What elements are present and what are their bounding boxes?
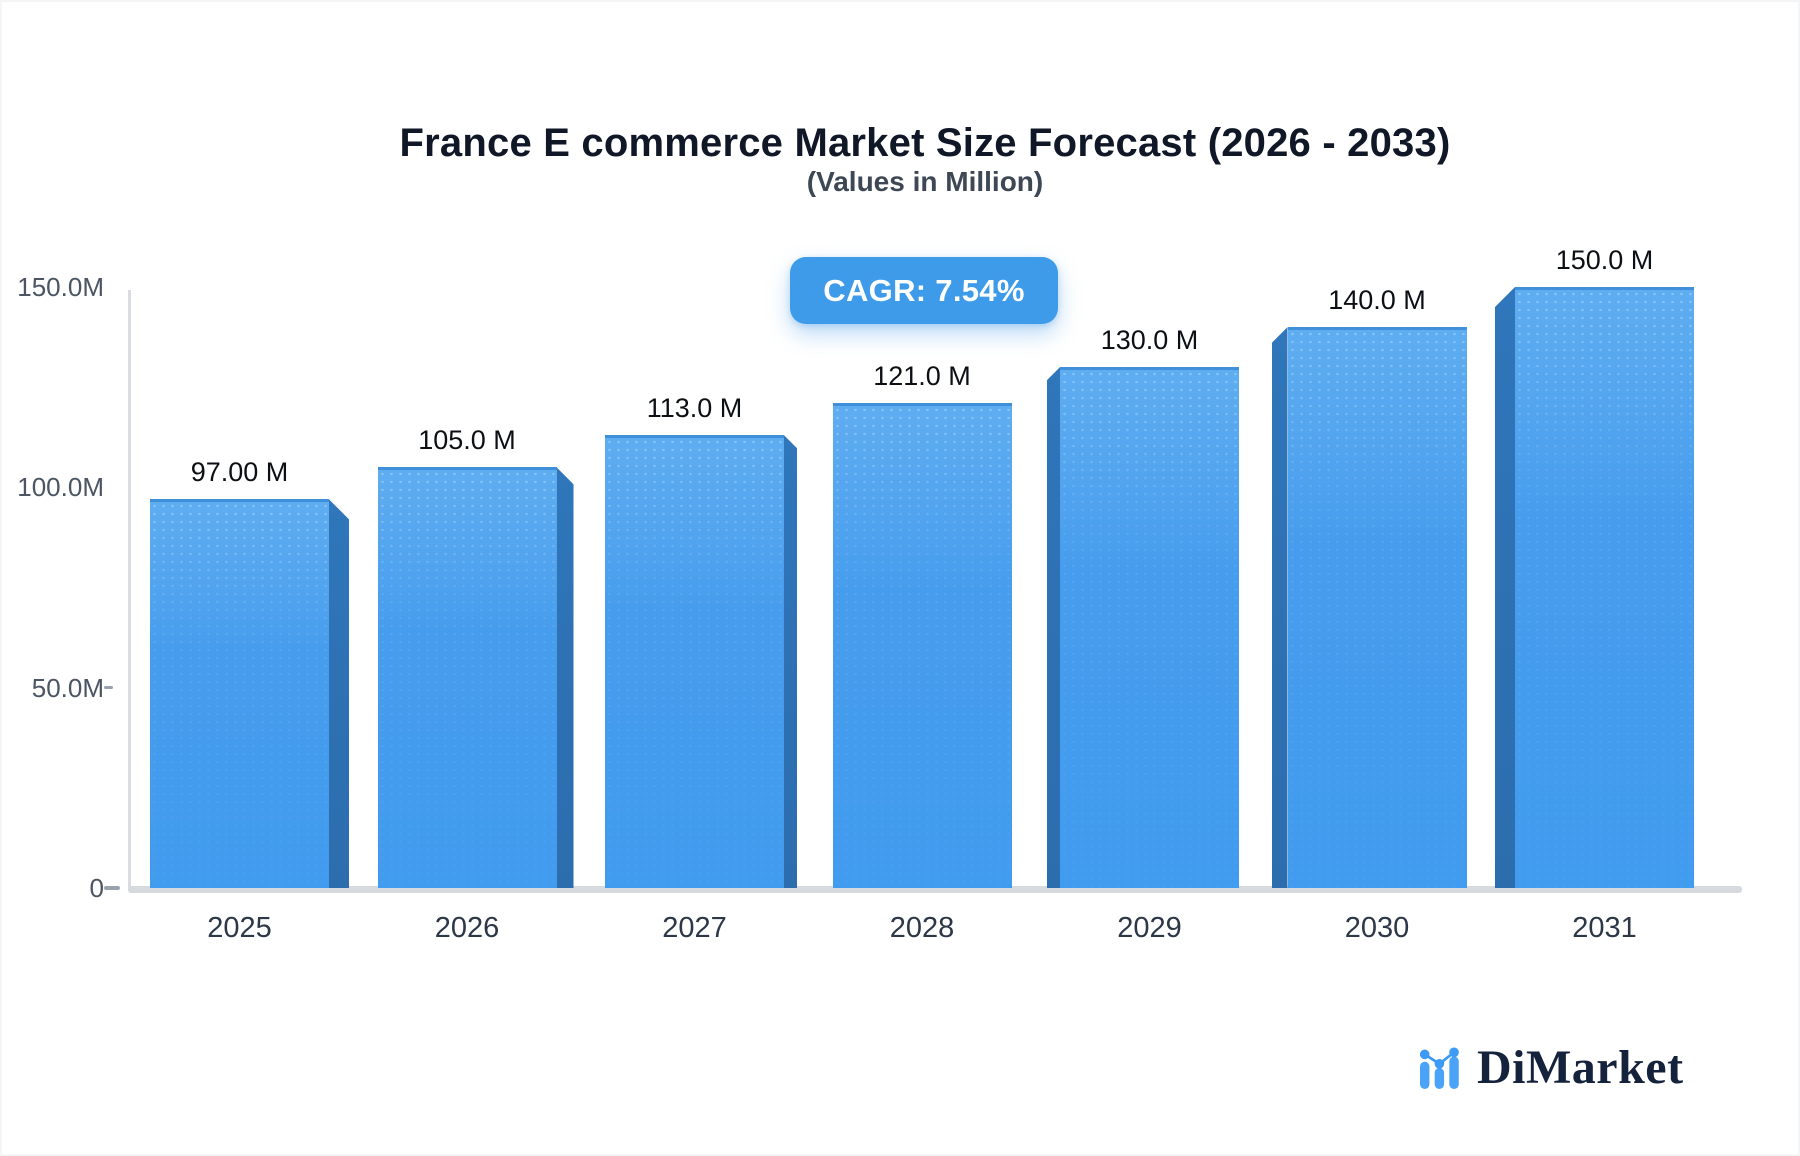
- bar-side-3d: [1047, 367, 1060, 888]
- brand-logo: DiMarket: [1420, 1040, 1684, 1095]
- bar: [1060, 367, 1239, 888]
- x-tick-label: 2031: [1572, 912, 1637, 944]
- brand-name: DiMarket: [1477, 1041, 1684, 1094]
- bar-texture: [377, 470, 557, 888]
- x-tick-label: 2025: [207, 912, 272, 944]
- bar: [377, 467, 557, 888]
- cagr-badge: CAGR: 7.54%: [790, 257, 1058, 324]
- chart-title: France E commerce Market Size Forecast (…: [399, 120, 1451, 165]
- bar-value-label: 140.0 M: [1328, 285, 1426, 316]
- bar-line-chart-icon: [1420, 1046, 1459, 1089]
- x-tick-label: 2027: [662, 912, 727, 944]
- bar-texture: [832, 406, 1012, 888]
- bar-texture: [150, 502, 329, 888]
- y-tick-label: 50.0M: [31, 672, 104, 703]
- bar-value-label: 150.0 M: [1555, 245, 1654, 275]
- bar-texture: [1060, 370, 1239, 888]
- chart-subtitle: (Values in Million): [806, 166, 1044, 197]
- bar-value-label: 113.0 M: [646, 393, 743, 424]
- y-tick-mark: [104, 886, 120, 890]
- bar-value-label: 105.0 M: [418, 425, 516, 456]
- y-tick-label: 0: [89, 873, 104, 903]
- bar: [150, 499, 329, 888]
- bar-side-3d: [556, 467, 574, 888]
- y-axis-line: [128, 290, 131, 888]
- x-axis-line: [128, 886, 1742, 893]
- y-tick-label: 150.0M: [17, 272, 104, 302]
- bar-texture: [1287, 330, 1467, 888]
- y-tick-label: 100.0M: [17, 472, 104, 503]
- bar: [832, 403, 1012, 888]
- bar-side-3d: [784, 435, 797, 888]
- bar-side-3d: [1495, 287, 1515, 888]
- bar: [605, 435, 784, 888]
- bar: [1515, 287, 1694, 888]
- bar-texture: [605, 438, 784, 888]
- bar-texture: [1515, 290, 1694, 888]
- y-tick-mark: [104, 685, 113, 689]
- bar-side-3d: [329, 499, 349, 888]
- bar-value-label: 130.0 M: [1100, 325, 1199, 356]
- x-tick-label: 2029: [1117, 912, 1182, 944]
- x-tick-label: 2030: [1344, 912, 1410, 944]
- bar: [1287, 327, 1467, 888]
- x-tick-label: 2028: [889, 912, 955, 944]
- x-tick-label: 2026: [434, 912, 500, 944]
- bar-value-label: 97.00 M: [190, 457, 289, 488]
- bar-side-3d: [1271, 327, 1288, 888]
- bar-value-label: 121.0 M: [873, 361, 971, 392]
- cagr-badge-label: CAGR: 7.54%: [823, 272, 1025, 308]
